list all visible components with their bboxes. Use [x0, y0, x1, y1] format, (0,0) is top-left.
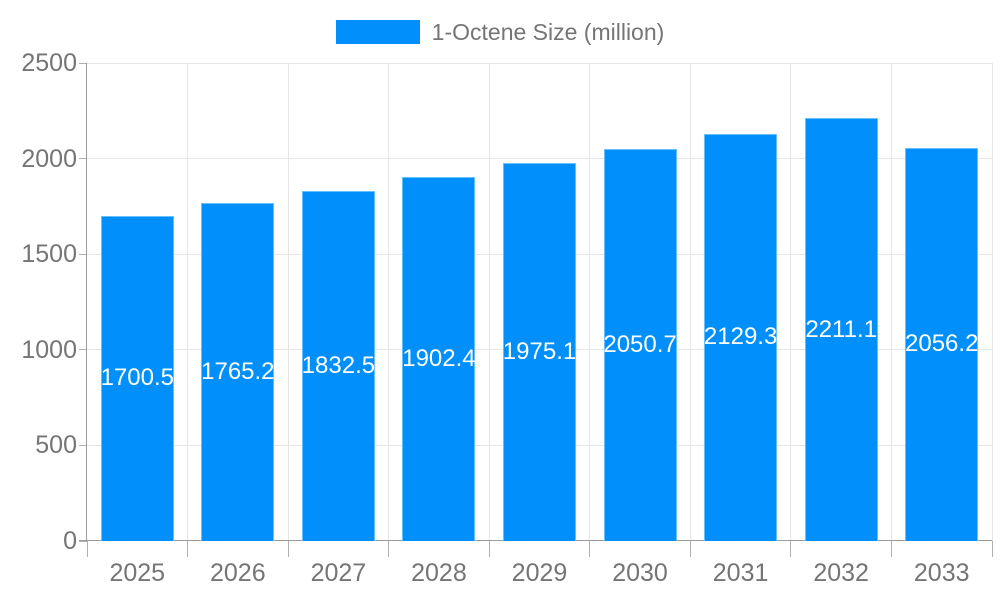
y-axis-tick-label: 0: [63, 527, 77, 555]
bar[interactable]: [905, 147, 979, 541]
x-axis-tick: [790, 541, 792, 557]
x-axis-tick: [890, 541, 892, 557]
gridline-vertical: [890, 63, 892, 541]
legend-label: 1-Octene Size (million): [431, 19, 665, 45]
bar[interactable]: [804, 118, 878, 541]
y-axis-tick: [79, 253, 87, 255]
x-axis-tick: [488, 541, 490, 557]
y-axis-tick: [79, 62, 87, 64]
x-axis-tick-label: 2030: [612, 559, 668, 587]
bar[interactable]: [603, 148, 677, 541]
x-axis-tick-label: 2028: [411, 559, 467, 587]
y-axis-tick: [79, 158, 87, 160]
y-axis-tick-label: 1500: [21, 240, 77, 269]
bar-value-label: 2129.3: [703, 323, 778, 351]
gridline-vertical: [589, 63, 591, 541]
bar-value-label: 1975.1: [502, 338, 577, 366]
y-axis-line: [86, 63, 87, 541]
y-axis-tick: [79, 540, 87, 542]
x-axis-tick: [187, 541, 189, 557]
x-axis-tick: [388, 541, 390, 557]
gridline-vertical: [187, 63, 189, 541]
bar-value-label: 1832.5: [301, 351, 376, 379]
gridline-vertical: [790, 63, 792, 541]
legend: 1-Octene Size (million): [0, 18, 1000, 46]
y-axis-tick: [79, 444, 87, 446]
x-axis-tick-label: 2025: [109, 559, 166, 587]
x-axis-tick-label: 2031: [712, 559, 769, 587]
bar-value-label: 2211.1: [805, 315, 877, 343]
x-axis-tick-label: 2029: [511, 559, 568, 587]
bar[interactable]: [704, 133, 778, 541]
gridline-vertical: [689, 63, 691, 541]
x-axis-tick-label: 2032: [813, 559, 869, 587]
x-axis-tick-label: 2027: [310, 559, 367, 587]
x-axis-tick: [991, 541, 993, 557]
bar-value-label: 2056.2: [905, 330, 979, 358]
x-axis-tick: [86, 541, 88, 557]
y-axis-tick-label: 2000: [21, 144, 77, 173]
bar[interactable]: [402, 177, 476, 541]
bar[interactable]: [503, 163, 576, 541]
y-axis-tick-label: 1000: [21, 335, 77, 364]
y-axis-tick-label: 500: [35, 431, 77, 460]
gridline-horizontal: [87, 62, 992, 64]
gridline-vertical: [287, 63, 289, 541]
bar-value-label: 1765.2: [201, 358, 275, 386]
y-axis-tick: [79, 349, 87, 351]
x-axis-tick: [287, 541, 289, 557]
gridline-horizontal: [87, 158, 992, 160]
gridline-vertical: [388, 63, 390, 541]
bar[interactable]: [301, 190, 375, 541]
bar[interactable]: [100, 215, 174, 541]
gridline-vertical: [991, 63, 993, 541]
bar[interactable]: [201, 203, 275, 541]
x-axis-tick-label: 2026: [210, 559, 266, 587]
x-axis-tick: [589, 541, 591, 557]
legend-item[interactable]: 1-Octene Size (million): [335, 18, 665, 46]
bar-value-label: 1902.4: [402, 345, 476, 373]
gridline-vertical: [488, 63, 490, 541]
legend-swatch: [335, 20, 420, 44]
bar-value-label: 2050.7: [603, 330, 677, 358]
x-axis-tick: [689, 541, 691, 557]
y-axis-tick-label: 2500: [21, 49, 77, 77]
x-axis-tick-label: 2033: [913, 559, 970, 587]
bar-value-label: 1700.5: [100, 364, 174, 392]
